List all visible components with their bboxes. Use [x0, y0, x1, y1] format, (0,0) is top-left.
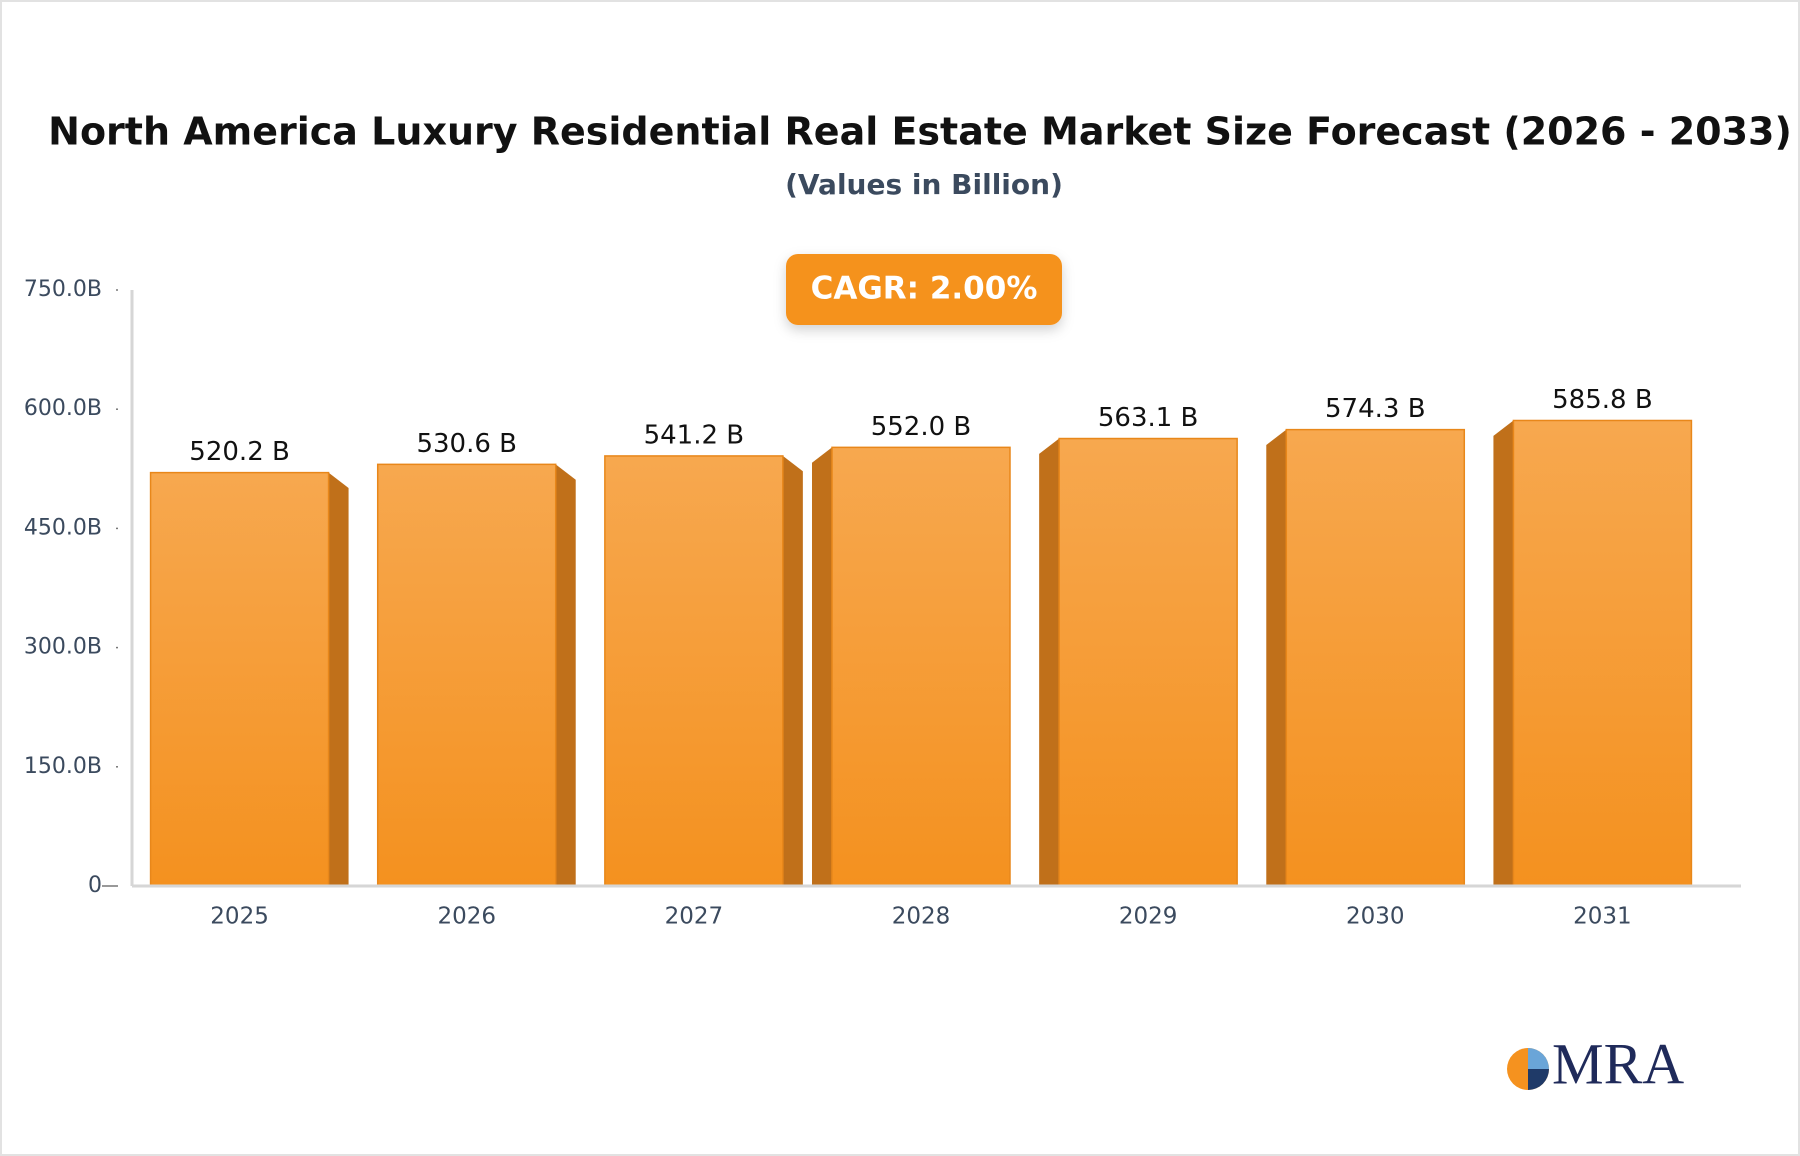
x-tick-label: 2030: [1346, 904, 1405, 930]
x-tick-label: 2026: [437, 904, 496, 930]
value-label: 530.6 B: [416, 429, 517, 459]
bar: [1512, 419, 1693, 887]
x-tick-label: 2029: [1119, 904, 1178, 930]
bar-side: [1039, 438, 1060, 886]
bar-side: [328, 472, 349, 886]
y-tick-label: 0: [88, 873, 102, 898]
y-tick-label: 450.0B: [24, 515, 102, 540]
logo-icon: [1528, 1048, 1549, 1069]
y-tick-label: 150.0B: [24, 754, 102, 779]
bar-side: [1266, 429, 1287, 886]
logo-text: MRA: [1552, 1031, 1684, 1096]
bar: [831, 446, 1011, 887]
bar: [1285, 428, 1466, 887]
cagr-label: CAGR: 2.00%: [811, 271, 1038, 307]
x-tick-label: 2031: [1573, 904, 1632, 930]
y-tick-label: 600.0B: [24, 396, 102, 421]
x-tick-label: 2027: [665, 904, 724, 930]
value-label: 541.2 B: [644, 420, 745, 450]
value-label: 520.2 B: [189, 437, 290, 467]
cagr-badge: [786, 254, 1062, 325]
value-label: 563.1 B: [1098, 403, 1199, 433]
logo: MRA: [1507, 1031, 1684, 1096]
bar: [149, 471, 330, 887]
bar-side: [782, 455, 803, 886]
x-tick-label: 2025: [210, 904, 269, 930]
value-label: 585.8 B: [1552, 385, 1653, 415]
chart-title: North America Luxury Residential Real Es…: [48, 110, 1792, 154]
chart-subtitle: (Values in Billion): [785, 168, 1063, 201]
bar: [376, 463, 557, 887]
bar: [1058, 437, 1238, 887]
bar-side: [812, 447, 832, 886]
bar: [604, 455, 784, 887]
x-tick-label: 2028: [892, 904, 951, 930]
y-tick-label: 300.0B: [24, 635, 102, 660]
logo-icon: [1528, 1069, 1549, 1090]
value-label: 574.3 B: [1325, 394, 1426, 424]
value-label: 552.0 B: [871, 412, 972, 442]
bar-side: [1493, 420, 1514, 886]
bar-side: [555, 464, 576, 886]
y-tick-label: 750.0B: [24, 277, 102, 302]
